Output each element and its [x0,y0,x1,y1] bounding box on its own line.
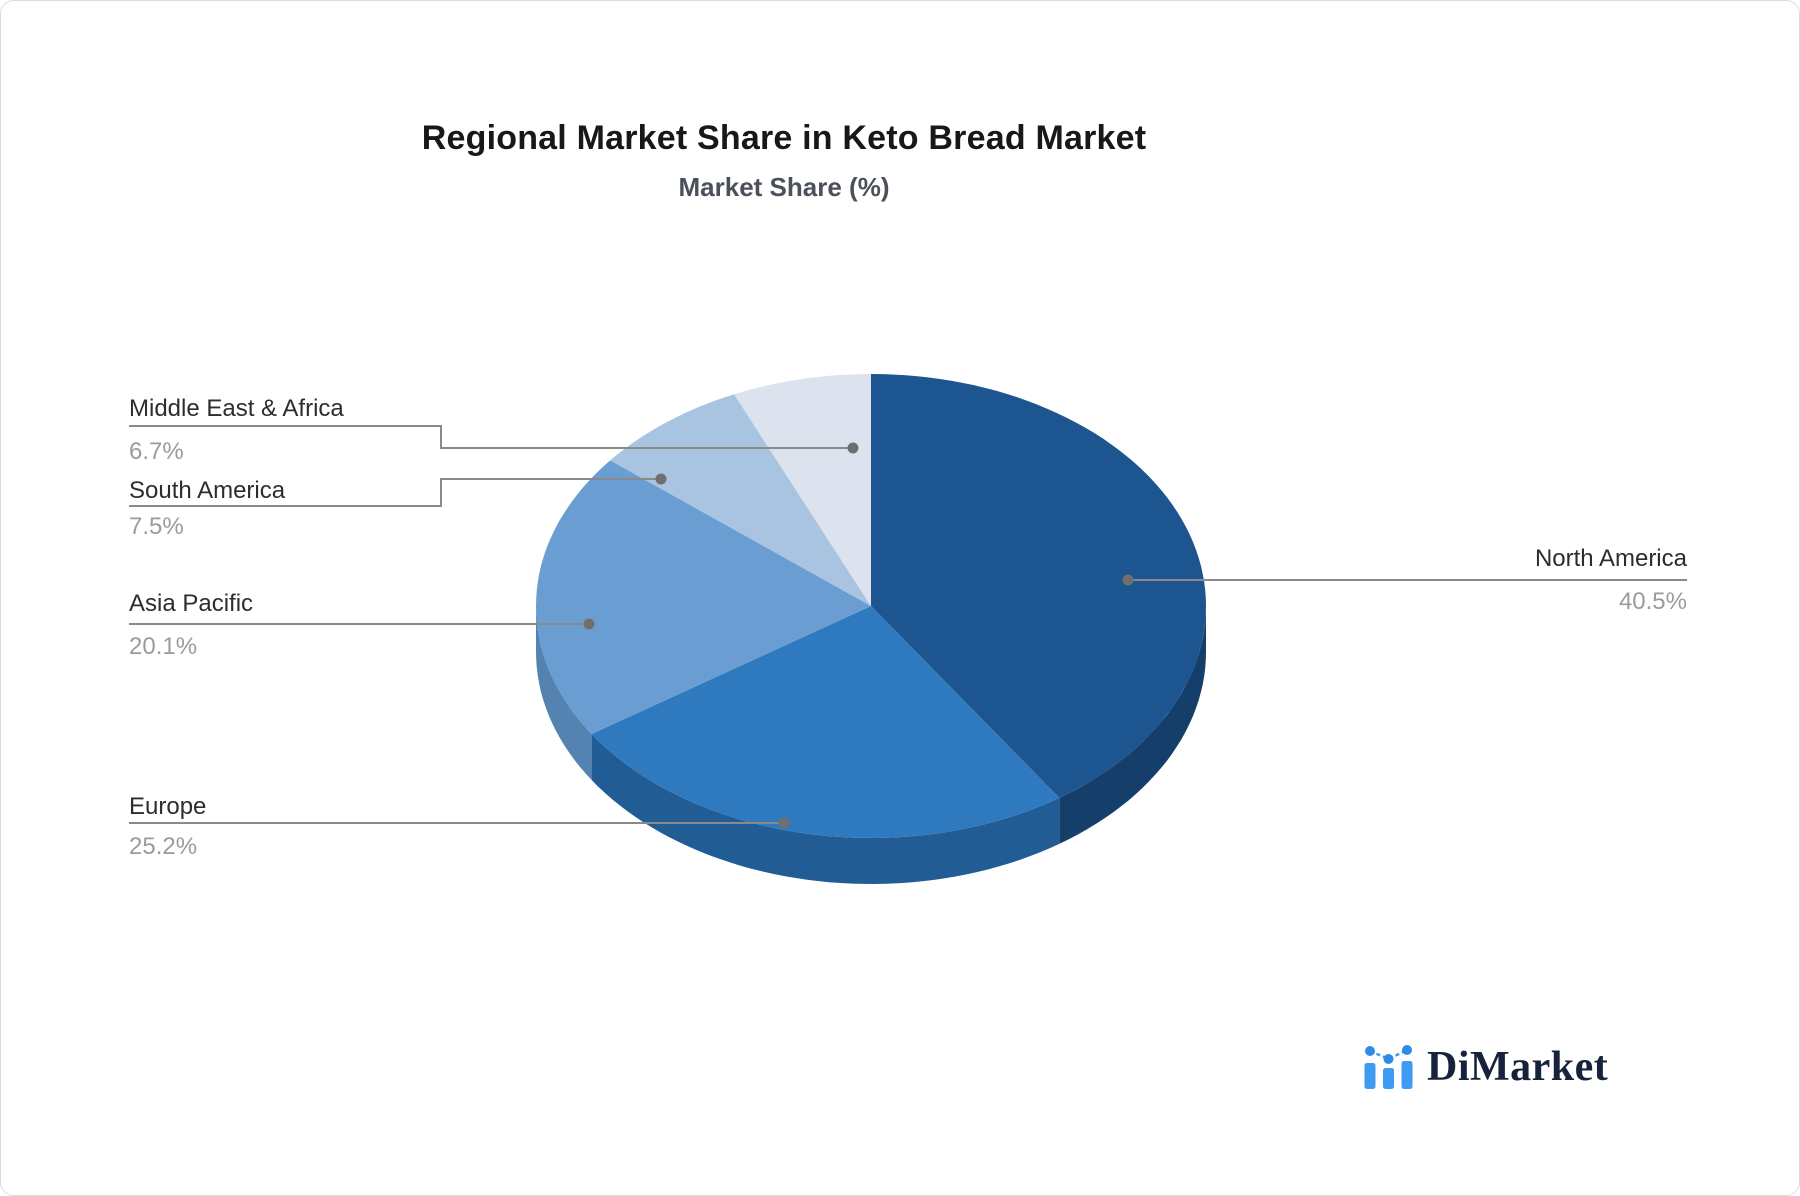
callout-label-middle-east-africa: Middle East & Africa [129,395,344,422]
callout-value-south-america: 7.5% [129,513,184,540]
callout-dot-europe [778,817,790,829]
dimarket-logo: DiMarket [1363,1043,1608,1091]
callout-dot-asia-pacific [583,618,595,630]
callout-label-north-america: North America [1535,545,1688,572]
pie-slice-asia-pacific[interactable] [536,460,871,734]
pie-slice-north-america[interactable] [871,374,1206,798]
callout-dot-south-america [655,473,667,485]
callout-value-middle-east-africa: 6.7% [129,438,184,465]
callout-value-asia-pacific: 20.1% [129,633,197,660]
pie-slice-side-north-america [1059,606,1206,844]
callout-dot-middle-east-africa [847,442,859,454]
callout-value-europe: 25.2% [129,833,197,860]
pie-slice-side-asia-pacific [536,606,592,780]
callout-line-south-america [129,478,661,507]
pie-slice-side-europe [591,734,1060,884]
chart-subtitle: Market Share (%) [678,172,890,202]
callout-label-asia-pacific: Asia Pacific [129,590,253,617]
pie-slice-middle-east-africa[interactable] [734,374,871,606]
callout-label-europe: Europe [129,793,206,820]
dimarket-logo-icon [1364,1045,1413,1089]
chart-header: Regional Market Share in Keto Bread Mark… [1,119,1567,203]
callout-line-middle-east-africa [129,425,853,449]
dimarket-logo-text: DiMarket [1427,1044,1609,1090]
callout-label-south-america: South America [129,477,286,504]
callout-dot-north-america [1122,574,1134,586]
pie-slice-europe[interactable] [591,606,1060,838]
callout-value-north-america: 40.5% [1619,588,1687,615]
chart-title: Regional Market Share in Keto Bread Mark… [421,119,1147,157]
